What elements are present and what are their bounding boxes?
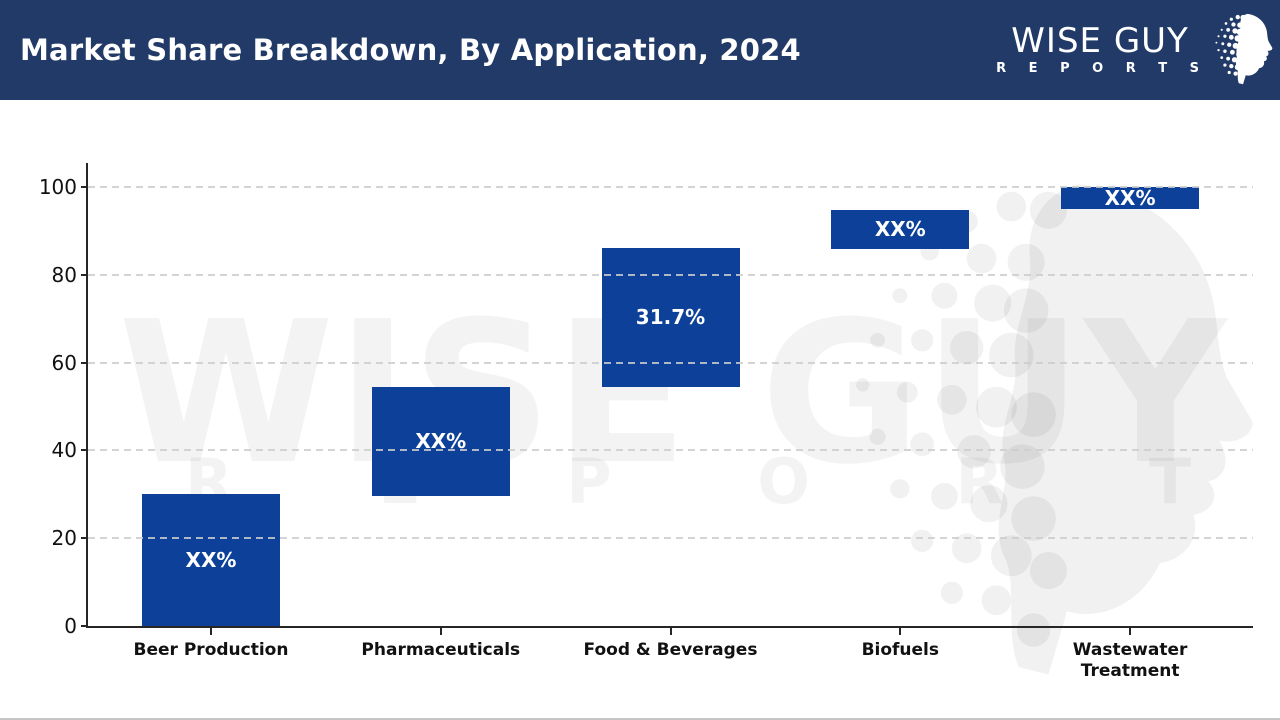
y-tick-label-80: 80: [51, 262, 77, 287]
y-tick-80: [81, 273, 88, 276]
y-tick-label-100: 100: [38, 175, 77, 200]
y-tick-60: [81, 361, 88, 364]
y-tick-100: [81, 186, 88, 189]
y-tick-20: [81, 537, 88, 540]
gridline-20: [88, 537, 1253, 540]
bar-value-label: XX%: [185, 548, 237, 573]
y-tick-label-40: 40: [51, 438, 77, 463]
wise-guy-reports-logo: WISE GUY R E P O R T S: [992, 0, 1274, 100]
y-tick-label-0: 0: [64, 614, 77, 638]
bar-segment-wastewater-treatment: XX%: [1061, 186, 1200, 211]
bar-value-label: 31.7%: [635, 305, 706, 330]
x-tick-2: [669, 628, 672, 635]
x-tick-3: [899, 628, 902, 635]
gridline-60: [88, 361, 1253, 364]
y-tick-label-20: 20: [51, 526, 77, 551]
chart-canvas: WISE GUY R E P O R T S XX%XX%31.7%XX%XX%…: [0, 100, 1280, 718]
bar-value-label: XX%: [874, 217, 926, 242]
header-bar: Market Share Breakdown, By Application, …: [0, 0, 1280, 100]
x-category-label-2: Food & Beverages: [583, 640, 758, 660]
logo-wordmark: WISE GUY: [1011, 21, 1189, 61]
logo-text: WISE GUY R E P O R T S: [992, 24, 1208, 76]
y-tick-40: [81, 449, 88, 452]
x-category-label-0: Beer Production: [133, 640, 289, 660]
gridline-80: [88, 273, 1253, 276]
logo-subtitle: R E P O R T S: [996, 61, 1208, 76]
bar-value-label: XX%: [1104, 186, 1156, 211]
bar-segment-biofuels: XX%: [831, 209, 970, 249]
y-tick-0: [81, 625, 88, 627]
x-tick-0: [210, 628, 212, 635]
x-axis-spine: [86, 626, 1253, 628]
gridline-100: [88, 186, 1253, 189]
x-category-label-3: Biofuels: [861, 640, 940, 660]
x-category-label-4: Wastewater Treatment: [1072, 640, 1188, 681]
x-category-label-1: Pharmaceuticals: [361, 640, 521, 660]
dotted-head-logo-icon: [1210, 5, 1274, 91]
x-tick-1: [439, 628, 442, 635]
bar-segment-beer-production: XX%: [142, 494, 280, 626]
gridline-40: [88, 449, 1253, 452]
bar-segment-food-beverages: 31.7%: [601, 247, 740, 387]
x-tick-4: [1129, 628, 1132, 635]
y-axis-spine: [86, 163, 88, 628]
y-tick-label-60: 60: [51, 350, 77, 375]
footer-divider: [0, 718, 1280, 720]
bar-segment-pharmaceuticals: XX%: [371, 387, 510, 496]
chart-title: Market Share Breakdown, By Application, …: [20, 33, 801, 67]
